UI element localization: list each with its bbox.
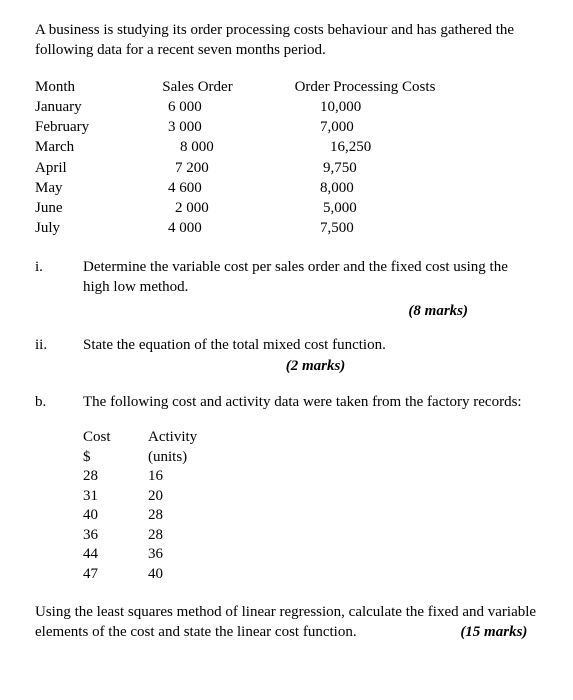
question-text: Determine the variable cost per sales or… xyxy=(83,257,538,298)
cell-month: January xyxy=(35,97,130,117)
cell-cost: 40 xyxy=(83,506,143,526)
header-activity: Activity xyxy=(143,428,223,448)
question-number: ii. xyxy=(35,335,83,390)
question-i: i. Determine the variable cost per sales… xyxy=(35,257,538,298)
cell-activity: 28 xyxy=(143,526,223,546)
header-cost: Cost xyxy=(83,428,143,448)
cell-month: July xyxy=(35,218,130,238)
closing-paragraph: Using the least squares method of linear… xyxy=(35,602,538,643)
cell-sales: 3 000 xyxy=(130,117,265,137)
cell-sales: 2 000 xyxy=(130,198,265,218)
marks-label: (8 marks) xyxy=(35,301,538,321)
table-row: 28 16 xyxy=(83,467,538,487)
table-row: June 2 000 5,000 xyxy=(35,198,538,218)
cell-activity: 36 xyxy=(143,545,223,565)
cell-month: February xyxy=(35,117,130,137)
cell-costs: 16,250 xyxy=(265,137,465,157)
header-sales: Sales Order xyxy=(130,77,265,97)
months-data-table: Month Sales Order Order Processing Costs… xyxy=(35,77,538,239)
table-unit-row: $ (units) xyxy=(83,448,538,468)
cell-activity: 28 xyxy=(143,506,223,526)
table-row: 47 40 xyxy=(83,565,538,585)
intro-paragraph: A business is studying its order process… xyxy=(35,20,538,61)
cell-sales: 8 000 xyxy=(130,137,265,157)
cell-cost: 31 xyxy=(83,487,143,507)
cell-costs: 5,000 xyxy=(265,198,465,218)
marks-label: (15 marks) xyxy=(460,624,527,640)
part-b: b. The following cost and activity data … xyxy=(35,392,538,412)
table-row: February 3 000 7,000 xyxy=(35,117,538,137)
cell-sales: 7 200 xyxy=(130,158,265,178)
part-label: b. xyxy=(35,392,83,412)
cell-costs: 8,000 xyxy=(265,178,465,198)
table-row: 40 28 xyxy=(83,506,538,526)
unit-cost: $ xyxy=(83,448,143,468)
table-row: 44 36 xyxy=(83,545,538,565)
header-month: Month xyxy=(35,77,130,97)
cell-month: March xyxy=(35,137,130,157)
question-text: State the equation of the total mixed co… xyxy=(83,335,538,355)
cell-cost: 44 xyxy=(83,545,143,565)
question-number: i. xyxy=(35,257,83,298)
cell-costs: 10,000 xyxy=(265,97,465,117)
cell-cost: 28 xyxy=(83,467,143,487)
cell-activity: 40 xyxy=(143,565,223,585)
cell-activity: 20 xyxy=(143,487,223,507)
table-row: 31 20 xyxy=(83,487,538,507)
cell-sales: 4 000 xyxy=(130,218,265,238)
cell-month: April xyxy=(35,158,130,178)
table-row: April 7 200 9,750 xyxy=(35,158,538,178)
cell-costs: 7,500 xyxy=(265,218,465,238)
table-header-row: Month Sales Order Order Processing Costs xyxy=(35,77,538,97)
header-costs: Order Processing Costs xyxy=(265,77,465,97)
cell-costs: 7,000 xyxy=(265,117,465,137)
cost-activity-table: Cost Activity $ (units) 28 16 31 20 40 2… xyxy=(83,428,538,584)
part-text: The following cost and activity data wer… xyxy=(83,392,538,412)
cell-month: May xyxy=(35,178,130,198)
table-row: January 6 000 10,000 xyxy=(35,97,538,117)
cell-sales: 4 600 xyxy=(130,178,265,198)
unit-activity: (units) xyxy=(143,448,223,468)
cell-cost: 47 xyxy=(83,565,143,585)
cell-cost: 36 xyxy=(83,526,143,546)
table-row: May 4 600 8,000 xyxy=(35,178,538,198)
marks-label: (2 marks) xyxy=(83,356,538,376)
table-row: 36 28 xyxy=(83,526,538,546)
table-row: July 4 000 7,500 xyxy=(35,218,538,238)
question-ii: ii. State the equation of the total mixe… xyxy=(35,335,538,390)
cell-activity: 16 xyxy=(143,467,223,487)
table-row: March 8 000 16,250 xyxy=(35,137,538,157)
cell-costs: 9,750 xyxy=(265,158,465,178)
cell-sales: 6 000 xyxy=(130,97,265,117)
table-header-row: Cost Activity xyxy=(83,428,538,448)
cell-month: June xyxy=(35,198,130,218)
